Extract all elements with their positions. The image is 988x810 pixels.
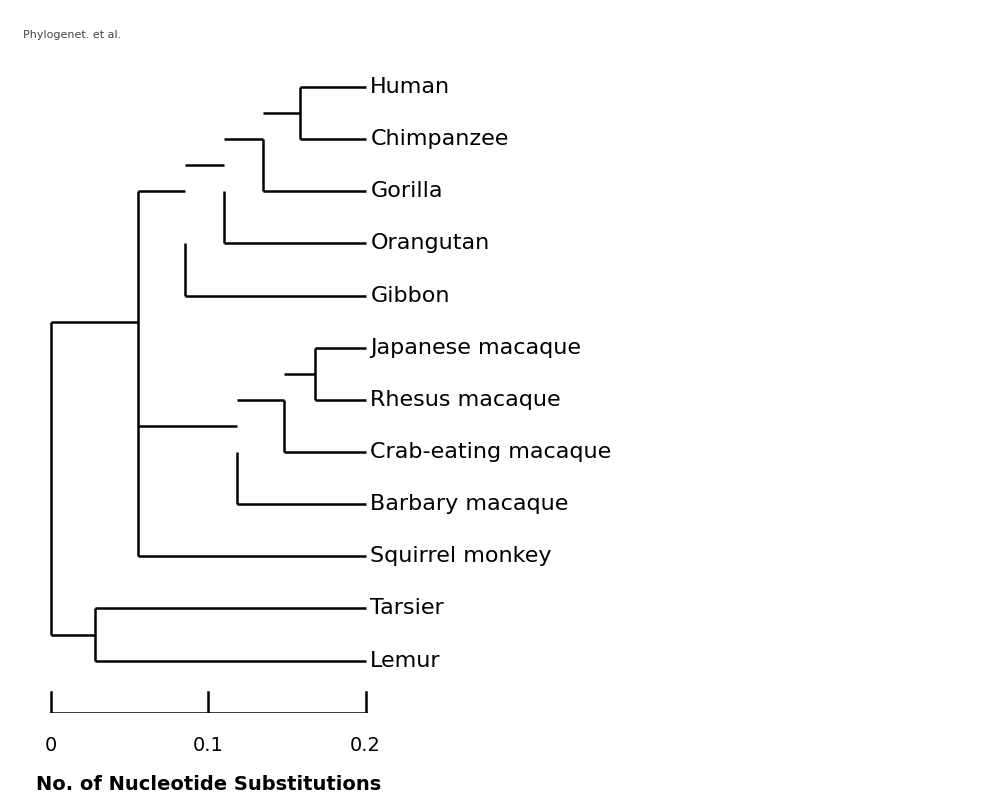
Text: Barbary macaque: Barbary macaque — [370, 494, 569, 514]
Text: Human: Human — [370, 77, 451, 97]
Text: Tarsier: Tarsier — [370, 599, 444, 619]
Text: Crab-eating macaque: Crab-eating macaque — [370, 442, 612, 462]
Text: Rhesus macaque: Rhesus macaque — [370, 390, 561, 410]
Text: Lemur: Lemur — [370, 650, 441, 671]
Text: Orangutan: Orangutan — [370, 233, 489, 254]
Text: Squirrel monkey: Squirrel monkey — [370, 546, 551, 566]
Text: Gorilla: Gorilla — [370, 181, 443, 201]
Text: 0.1: 0.1 — [193, 736, 224, 755]
Text: No. of Nucleotide Substitutions: No. of Nucleotide Substitutions — [36, 775, 381, 795]
Text: Phylogenet. et al.: Phylogenet. et al. — [23, 29, 122, 40]
Text: Japanese macaque: Japanese macaque — [370, 338, 581, 358]
Text: 0.2: 0.2 — [350, 736, 381, 755]
Text: 0: 0 — [45, 736, 57, 755]
Text: Chimpanzee: Chimpanzee — [370, 129, 509, 149]
Text: Gibbon: Gibbon — [370, 286, 450, 305]
